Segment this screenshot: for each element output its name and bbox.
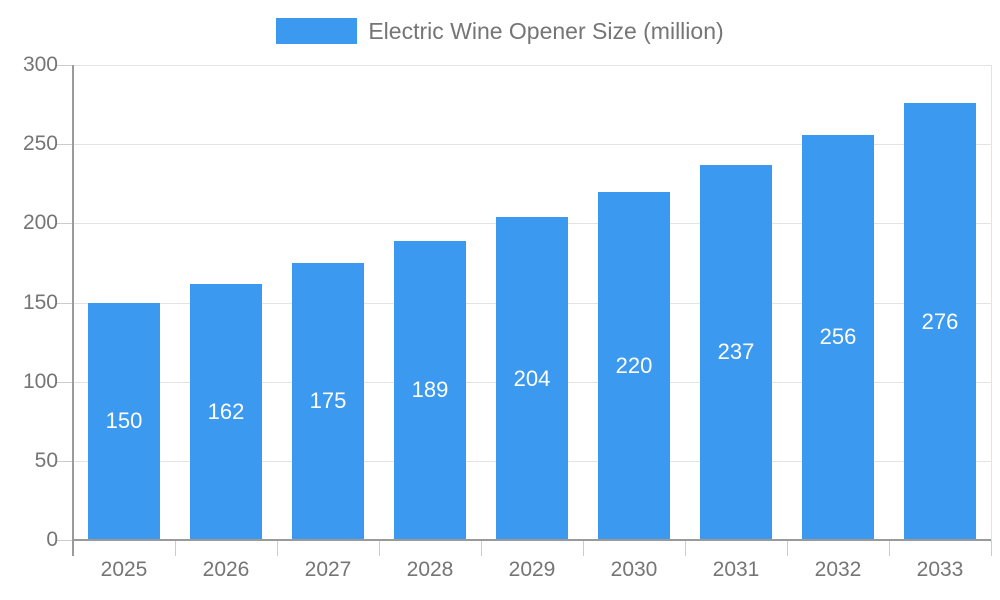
x-axis-tick bbox=[685, 540, 686, 556]
y-axis-label: 50 bbox=[34, 448, 58, 472]
bar[interactable]: 237 bbox=[700, 164, 772, 540]
x-axis-tick bbox=[379, 540, 380, 556]
y-axis-tick bbox=[57, 540, 73, 541]
y-axis-tick bbox=[57, 460, 73, 462]
y-gridline bbox=[73, 65, 991, 66]
x-axis-label: 2027 bbox=[304, 558, 352, 581]
x-axis-label: 2025 bbox=[100, 558, 148, 581]
bar-value-label: 256 bbox=[819, 324, 857, 350]
y-axis-tick bbox=[57, 223, 73, 225]
bar[interactable]: 175 bbox=[292, 262, 364, 540]
bar-value-label: 189 bbox=[411, 377, 449, 403]
x-axis-tick bbox=[175, 540, 176, 556]
bar-value-label: 276 bbox=[921, 308, 959, 334]
y-axis-label: 200 bbox=[22, 211, 58, 235]
x-axis-tick bbox=[787, 540, 788, 556]
y-axis-tick bbox=[57, 65, 73, 66]
y-axis-label: 100 bbox=[22, 369, 58, 393]
x-axis-label: 2031 bbox=[712, 558, 760, 581]
x-axis-tick bbox=[277, 540, 278, 556]
x-axis-tick bbox=[889, 540, 890, 556]
legend-label: Electric Wine Opener Size (million) bbox=[368, 18, 724, 44]
bar[interactable]: 189 bbox=[394, 240, 466, 540]
bar-value-label: 162 bbox=[207, 398, 245, 424]
x-axis-label: 2030 bbox=[610, 558, 658, 581]
bar-value-label: 150 bbox=[105, 408, 143, 434]
y-axis-tick bbox=[57, 381, 73, 383]
legend[interactable]: Electric Wine Opener Size (million) bbox=[0, 17, 1000, 45]
y-axis-tick bbox=[57, 302, 73, 304]
x-axis-tick bbox=[481, 540, 482, 556]
x-axis-label: 2033 bbox=[916, 558, 964, 581]
y-axis-label: 300 bbox=[22, 53, 58, 76]
plot-right-border bbox=[991, 65, 992, 540]
bar[interactable]: 276 bbox=[904, 103, 976, 540]
x-axis-tick bbox=[991, 540, 992, 556]
x-axis-label: 2026 bbox=[202, 558, 250, 581]
bar[interactable]: 256 bbox=[802, 134, 874, 540]
bar[interactable]: 220 bbox=[598, 191, 670, 540]
x-axis-tick bbox=[583, 540, 584, 556]
y-axis-tick bbox=[57, 144, 73, 146]
bar-value-label: 237 bbox=[717, 339, 755, 365]
x-axis-label: 2028 bbox=[406, 558, 454, 581]
x-axis-line bbox=[73, 539, 991, 541]
x-axis-label: 2029 bbox=[508, 558, 556, 581]
bar[interactable]: 150 bbox=[88, 302, 160, 540]
x-axis-label: 2032 bbox=[814, 558, 862, 581]
bar-value-label: 204 bbox=[513, 365, 551, 391]
bar[interactable]: 162 bbox=[190, 283, 262, 540]
y-axis-line bbox=[72, 65, 74, 556]
legend-swatch bbox=[276, 18, 358, 44]
y-axis-label: 0 bbox=[46, 528, 58, 551]
bar[interactable]: 204 bbox=[496, 217, 568, 540]
y-axis-label: 250 bbox=[22, 132, 58, 156]
y-axis-label: 150 bbox=[22, 290, 58, 314]
bar-value-label: 220 bbox=[615, 352, 653, 378]
bar-value-label: 175 bbox=[309, 388, 347, 414]
y-gridline bbox=[73, 144, 991, 146]
